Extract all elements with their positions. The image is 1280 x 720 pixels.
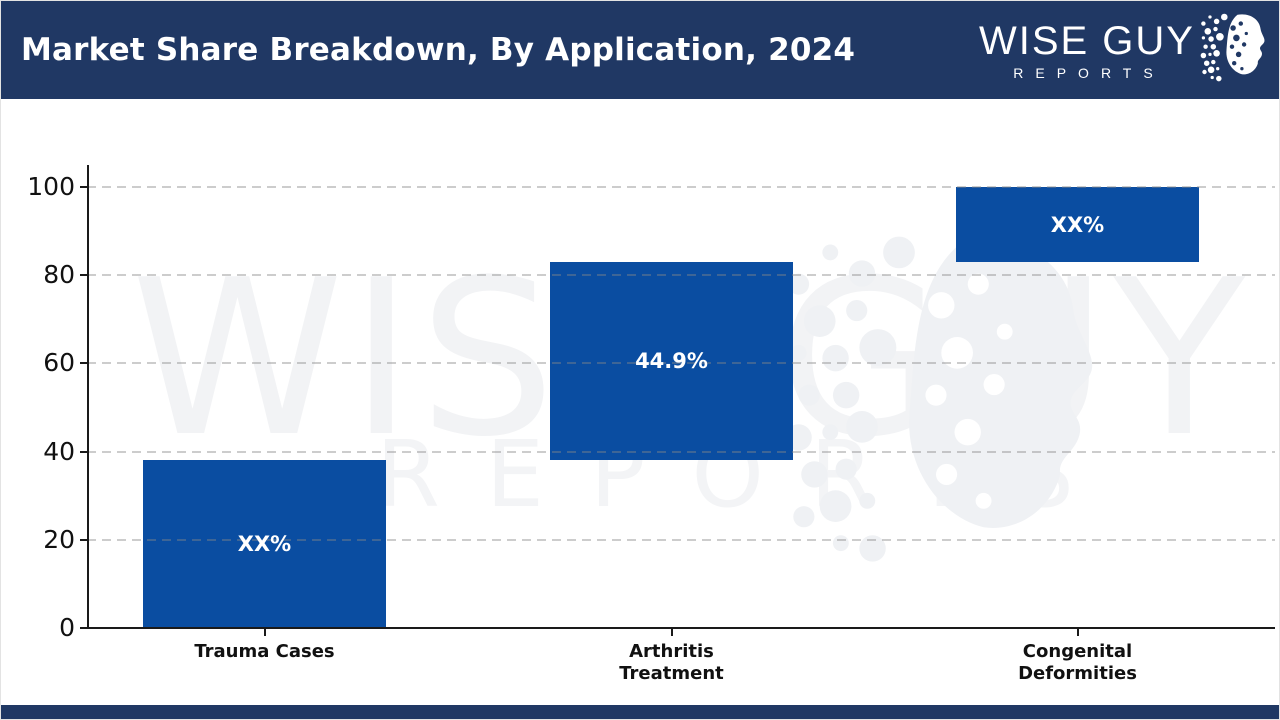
x-tick-mark <box>263 629 266 636</box>
y-tick-label: 100 <box>27 172 75 201</box>
brand-text: WISE GUY REPORTS <box>979 21 1195 80</box>
y-tick-label: 40 <box>43 436 75 466</box>
bar-value-label: 44.9% <box>635 349 708 374</box>
bar-3 <box>956 187 1199 263</box>
x-tick-mark <box>1076 629 1079 636</box>
y-tick-label: 60 <box>43 348 75 378</box>
y-tick-label: 80 <box>43 260 75 290</box>
x-axis-line <box>87 627 1275 629</box>
y-tick-label: 20 <box>43 524 75 554</box>
y-tick-label: 0 <box>59 613 75 642</box>
gridline-y40 <box>87 450 1275 453</box>
y-tick-mark <box>80 274 87 277</box>
dotted-head-logo-icon <box>1200 13 1265 82</box>
x-tick-mark <box>670 629 673 636</box>
x-category-label: Trauma Cases <box>194 641 335 662</box>
x-category-label: Arthritis Treatment <box>619 641 724 684</box>
gridline-y20 <box>87 538 1275 541</box>
brand-logo: WISE GUY REPORTS <box>979 10 1265 90</box>
x-category-label: Congenital Deformities <box>1018 641 1137 684</box>
brand-name-label: WISE GUY <box>978 18 1195 63</box>
y-tick-mark <box>80 538 87 541</box>
y-tick-mark <box>80 450 87 453</box>
y-tick-mark <box>80 362 87 365</box>
page-title: Market Share Breakdown, By Application, … <box>21 32 856 68</box>
footer-bar <box>1 705 1279 719</box>
y-axis-line <box>87 165 89 629</box>
bar-value-label: XX% <box>237 532 292 557</box>
bar-value-label: XX% <box>1050 212 1105 237</box>
watermark-head-icon <box>785 236 1093 562</box>
y-tick-mark <box>80 186 87 188</box>
gridline-y60 <box>87 362 1275 365</box>
y-tick-mark <box>80 627 87 629</box>
header-bar: Market Share Breakdown, By Application, … <box>1 1 1279 99</box>
brand-reports-label: REPORTS <box>1013 64 1165 81</box>
bar-2 <box>550 262 793 461</box>
gridline-y100 <box>87 186 1275 188</box>
bar-1 <box>143 460 386 628</box>
gridline-y80 <box>87 274 1275 277</box>
